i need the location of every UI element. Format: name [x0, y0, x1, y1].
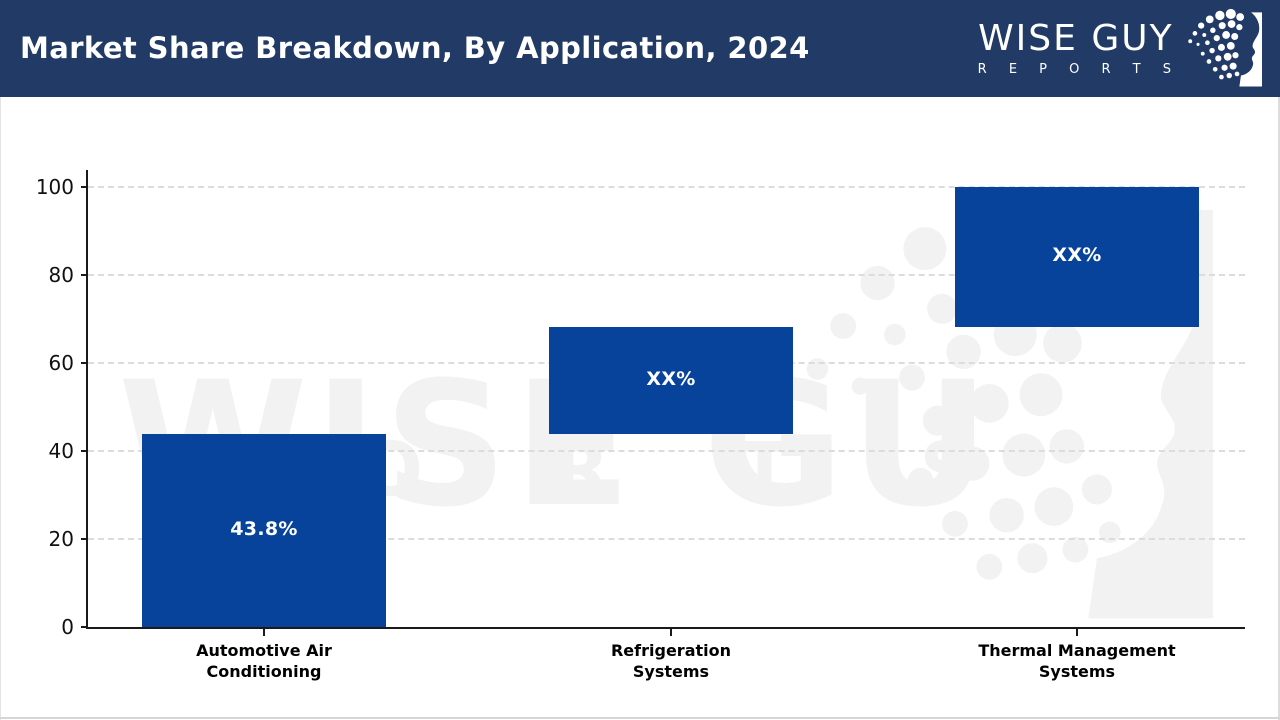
y-tick-mark — [81, 450, 88, 452]
x-tick-mark — [670, 629, 672, 636]
wise-guy-reports-logo: WISE GUY R E P O R T S — [972, 8, 1262, 90]
page-border-right — [1278, 97, 1280, 720]
x-category-label: Thermal Management Systems — [978, 641, 1176, 681]
x-category-label: Automotive Air Conditioning — [196, 641, 332, 681]
y-tick-mark — [81, 538, 88, 540]
x-axis — [86, 627, 1245, 629]
gridline-100 — [88, 186, 1245, 188]
bar-segment — [549, 326, 793, 435]
y-tick-label: 40 — [48, 439, 74, 463]
dotted-face-icon — [1188, 8, 1262, 86]
y-tick-mark — [81, 362, 88, 364]
page-border-bottom — [0, 717, 1280, 719]
bar-segment — [142, 434, 386, 627]
y-tick-label: 80 — [48, 263, 74, 287]
gridline-20 — [88, 538, 1245, 540]
x-category-label: Refrigeration Systems — [610, 641, 731, 681]
y-tick-label: 60 — [48, 351, 74, 375]
y-tick-mark — [81, 186, 88, 188]
y-axis — [86, 170, 88, 629]
bar-segment — [955, 187, 1199, 327]
gridline-40 — [88, 450, 1245, 452]
x-tick-mark — [263, 629, 265, 636]
bar-value-label: XX% — [646, 367, 696, 390]
page-title: Market Share Breakdown, By Application, … — [20, 30, 810, 65]
gridline-80 — [88, 274, 1245, 276]
y-tick-mark — [81, 274, 88, 276]
page-border-left — [0, 97, 1, 720]
chart-area: WISE GU P O R T S 0 20 40 60 80 100 43.8% XX% XX… — [0, 97, 1280, 720]
header-bar: Market Share Breakdown, By Application, … — [0, 0, 1280, 97]
y-tick-mark — [81, 626, 88, 628]
logo-wordmark: WISE GUY R E P O R T S — [972, 17, 1180, 77]
bar-value-label: 43.8% — [230, 517, 298, 540]
x-tick-mark — [1076, 629, 1078, 636]
logo-wordmark-sub: R E P O R T S — [977, 61, 1180, 77]
y-tick-label: 20 — [48, 527, 74, 551]
y-tick-label: 100 — [35, 175, 74, 199]
y-tick-label: 0 — [61, 615, 74, 639]
logo-wordmark-main: WISE GUY — [978, 17, 1174, 59]
bar-value-label: XX% — [1052, 243, 1102, 266]
